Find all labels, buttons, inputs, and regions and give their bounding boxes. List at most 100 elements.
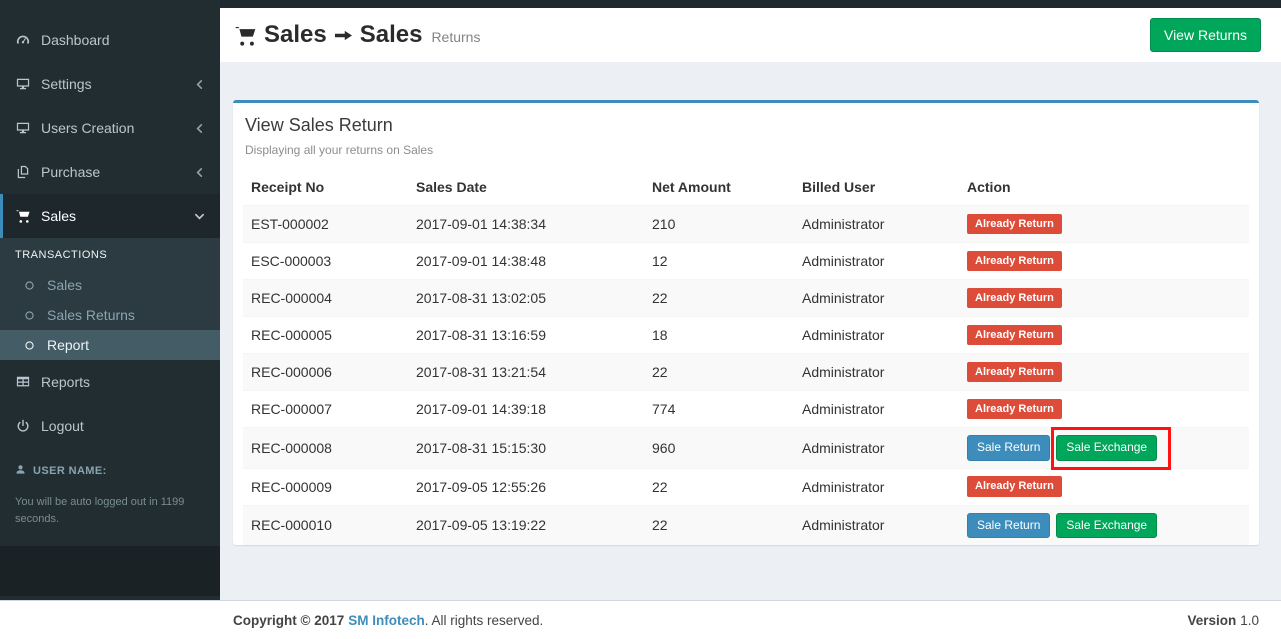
sidebar-item-reports[interactable]: Reports bbox=[0, 360, 220, 404]
copyright-suffix: . All rights reserved. bbox=[424, 612, 544, 628]
cell-billed-user: Administrator bbox=[794, 504, 959, 546]
sidebar-item-dashboard[interactable]: Dashboard bbox=[0, 18, 220, 62]
cell-net-amount: 18 bbox=[644, 316, 794, 354]
cell-action: Already Return bbox=[959, 390, 1249, 428]
table-header-row: Receipt No Sales Date Net Amount Billed Use… bbox=[243, 169, 1249, 206]
column-header-billed-user: Billed User bbox=[794, 169, 959, 206]
sidebar-item-logout[interactable]: Logout bbox=[0, 404, 220, 448]
table-row: REC-000008 2017-08-31 15:15:30 960 Administ… bbox=[243, 427, 1249, 470]
cart-icon bbox=[15, 209, 31, 223]
sidebar-item-report[interactable]: Report bbox=[0, 330, 220, 360]
sidebar-item-label: Report bbox=[47, 337, 90, 353]
circle-icon bbox=[21, 280, 37, 291]
cell-billed-user: Administrator bbox=[794, 279, 959, 317]
cell-sales-date: 2017-09-01 14:38:48 bbox=[408, 242, 644, 280]
cell-action: Already Return bbox=[959, 353, 1249, 391]
column-header-sales-date: Sales Date bbox=[408, 169, 644, 206]
already-return-badge: Already Return bbox=[967, 361, 1062, 383]
sale-return-button[interactable]: Sale Return bbox=[967, 512, 1051, 539]
cell-receipt-no: REC-000007 bbox=[243, 390, 408, 428]
cell-action: Already Return bbox=[959, 467, 1249, 506]
sidebar-item-settings[interactable]: Settings bbox=[0, 62, 220, 106]
table-row: EST-000002 2017-09-01 14:38:34 210 Administ… bbox=[243, 205, 1249, 243]
sale-exchange-button[interactable]: Sale Exchange bbox=[1056, 435, 1158, 461]
cell-net-amount: 22 bbox=[644, 353, 794, 391]
cell-sales-date: 2017-09-01 14:38:34 bbox=[408, 205, 644, 243]
footer: Copyright © 2017 SM Infotech. All rights … bbox=[0, 600, 1281, 639]
cell-sales-date: 2017-08-31 13:02:05 bbox=[408, 279, 644, 317]
cell-net-amount: 210 bbox=[644, 205, 794, 243]
cell-action: Sale Return Sale Exchange bbox=[959, 504, 1249, 546]
cell-action: Sale Return Sale Exchange bbox=[959, 427, 1249, 470]
sidebar-section-transactions: TRANSACTIONS bbox=[0, 238, 220, 270]
user-name-label: USER NAME: bbox=[33, 465, 107, 477]
version: Version 1.0 bbox=[1187, 613, 1259, 628]
table-icon bbox=[15, 375, 31, 389]
circle-icon bbox=[21, 310, 37, 321]
cell-net-amount: 22 bbox=[644, 504, 794, 546]
cell-billed-user: Administrator bbox=[794, 467, 959, 506]
cell-net-amount: 12 bbox=[644, 242, 794, 280]
sidebar-item-purchase[interactable]: Purchase bbox=[0, 150, 220, 194]
chevron-down-icon bbox=[194, 211, 205, 222]
sidebar-item-label: Sales Returns bbox=[47, 307, 135, 323]
sidebar-item-sales[interactable]: Sales bbox=[0, 270, 220, 300]
sidebar-item-label: Purchase bbox=[41, 164, 101, 180]
power-icon bbox=[15, 419, 31, 433]
sidebar-item-label: Sales bbox=[41, 208, 77, 224]
cell-billed-user: Administrator bbox=[794, 242, 959, 280]
sidebar-bottom-block bbox=[0, 546, 220, 597]
cell-receipt-no: REC-000004 bbox=[243, 279, 408, 317]
sidebar-item-sales-returns[interactable]: Sales Returns bbox=[0, 300, 220, 330]
cell-receipt-no: ESC-000003 bbox=[243, 242, 408, 280]
chevron-left-icon bbox=[194, 123, 205, 134]
sidebar-item-users-creation[interactable]: Users Creation bbox=[0, 106, 220, 150]
table-row: REC-000006 2017-08-31 13:21:54 22 Administr… bbox=[243, 353, 1249, 391]
table-row: ESC-000003 2017-09-01 14:38:48 12 Administr… bbox=[243, 242, 1249, 280]
cell-net-amount: 774 bbox=[644, 390, 794, 428]
cell-sales-date: 2017-09-05 12:55:26 bbox=[408, 467, 644, 506]
column-header-action: Action bbox=[959, 169, 1249, 206]
sidebar-item-label: Users Creation bbox=[41, 120, 135, 136]
cell-billed-user: Administrator bbox=[794, 316, 959, 354]
version-label: Version bbox=[1187, 612, 1237, 628]
version-value: 1.0 bbox=[1240, 612, 1259, 628]
auto-logout-note: You will be auto logged out in 1199 seco… bbox=[15, 496, 185, 526]
sale-return-button[interactable]: Sale Return bbox=[967, 435, 1051, 461]
gauge-icon bbox=[15, 33, 31, 47]
page-title-module: Sales bbox=[264, 21, 327, 48]
sidebar-item-label: Settings bbox=[41, 76, 92, 92]
main-content: Sales Sales Returns View Returns View Sa… bbox=[220, 0, 1281, 600]
copyright-text: Copyright © 2017 bbox=[233, 612, 345, 628]
company-link[interactable]: SM Infotech bbox=[348, 612, 425, 628]
column-header-net-amount: Net Amount bbox=[644, 169, 794, 206]
cell-action: Already Return bbox=[959, 205, 1249, 243]
cell-net-amount: 960 bbox=[644, 427, 794, 469]
content-body: View Sales Return Displaying all your re… bbox=[220, 62, 1281, 600]
cell-sales-date: 2017-09-05 13:19:22 bbox=[408, 504, 644, 546]
cell-billed-user: Administrator bbox=[794, 427, 959, 469]
view-returns-button[interactable]: View Returns bbox=[1149, 18, 1261, 52]
cell-billed-user: Administrator bbox=[794, 390, 959, 428]
annotation-highlight-box: Sale Exchange bbox=[1051, 427, 1172, 470]
user-panel: USER NAME: You will be auto logged out i… bbox=[0, 448, 220, 536]
already-return-badge: Already Return bbox=[967, 476, 1062, 497]
cart-icon bbox=[235, 25, 256, 46]
cell-billed-user: Administrator bbox=[794, 205, 959, 243]
sidebar-item-label: Dashboard bbox=[41, 32, 110, 48]
copy-icon bbox=[15, 165, 31, 179]
cell-action: Already Return bbox=[959, 279, 1249, 317]
chevron-left-icon bbox=[194, 79, 205, 90]
sidebar-item-sales[interactable]: Sales bbox=[0, 194, 220, 238]
arrow-right-icon bbox=[334, 29, 352, 42]
sale-exchange-button[interactable]: Sale Exchange bbox=[1056, 512, 1158, 539]
top-navbar-strip bbox=[220, 0, 1281, 8]
cell-action: Already Return bbox=[959, 242, 1249, 280]
table-row: REC-000009 2017-09-05 12:55:26 22 Administr… bbox=[243, 467, 1249, 506]
sales-return-panel: View Sales Return Displaying all your re… bbox=[233, 100, 1259, 546]
already-return-badge: Already Return bbox=[967, 213, 1062, 235]
user-name-row: USER NAME: bbox=[15, 464, 205, 478]
table-row: REC-000005 2017-08-31 13:16:59 18 Administr… bbox=[243, 316, 1249, 354]
page-title: Sales Sales Returns bbox=[235, 21, 480, 49]
app-wrapper: Dashboard Settings Users Creation Purchase S… bbox=[0, 0, 1281, 600]
